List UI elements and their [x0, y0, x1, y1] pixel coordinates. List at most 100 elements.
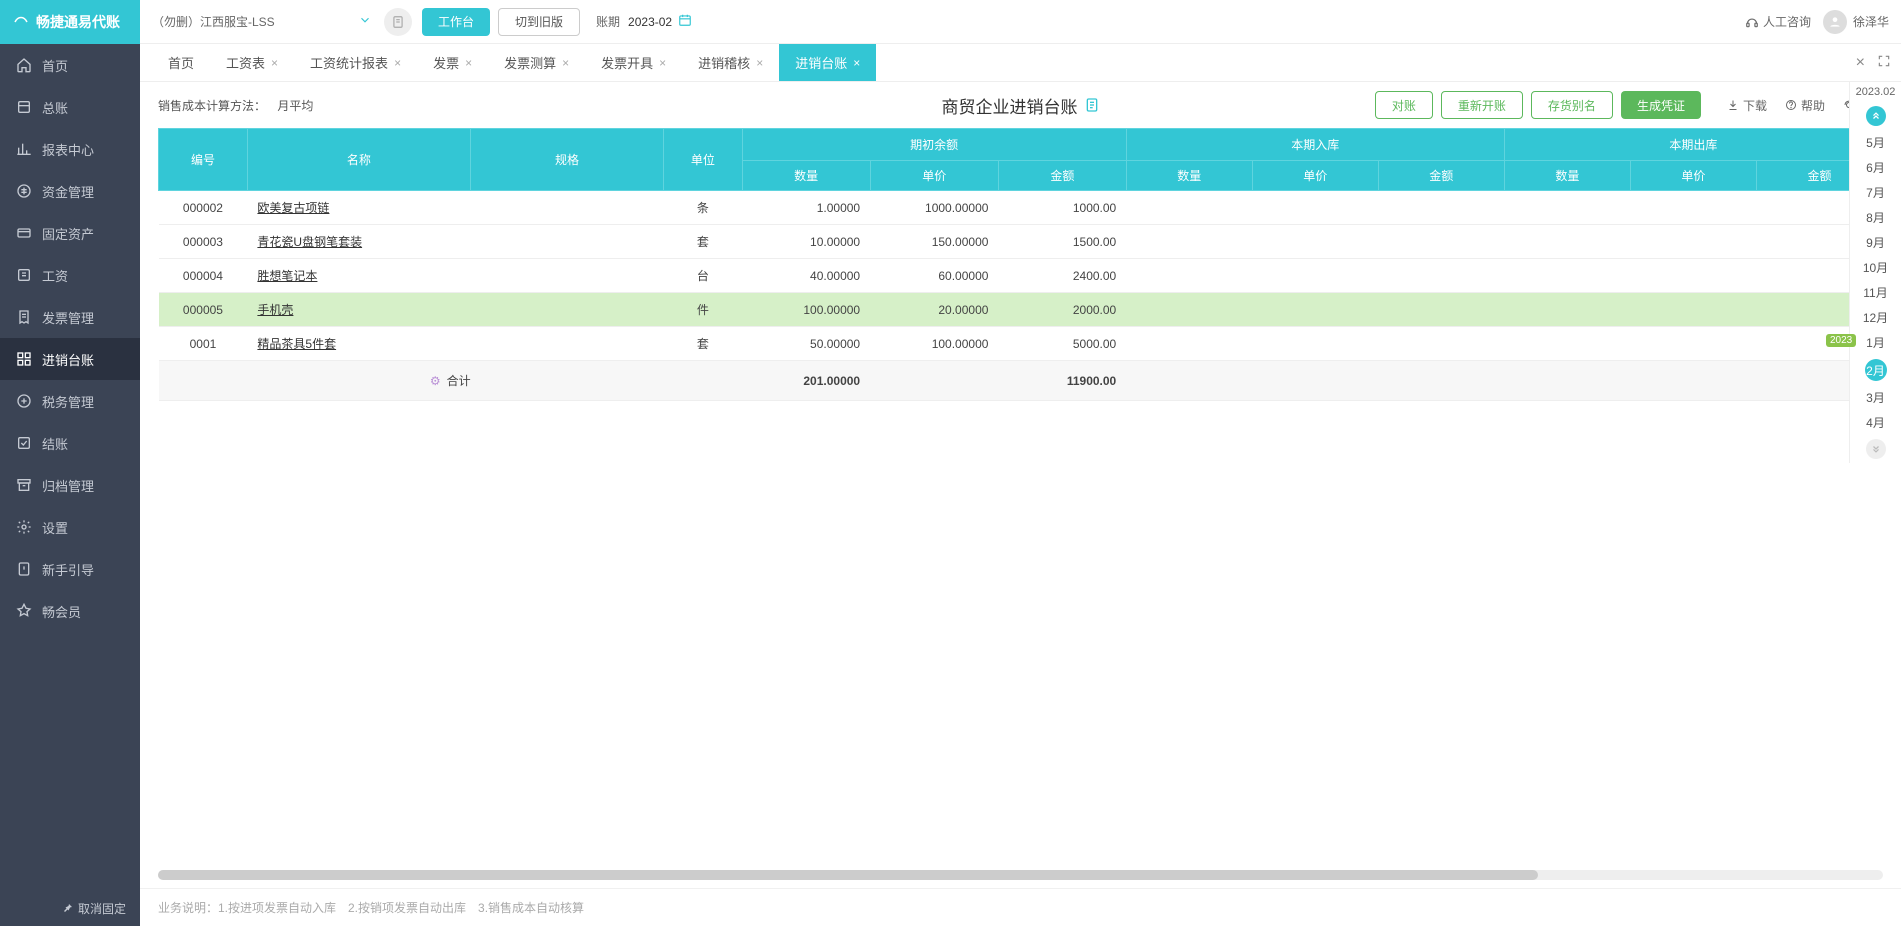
- download-link[interactable]: 下载: [1727, 97, 1767, 114]
- horizontal-scrollbar[interactable]: [158, 870, 1883, 880]
- month-label: 10月: [1863, 261, 1888, 275]
- sidebar-item-ledger[interactable]: 总账: [0, 86, 140, 128]
- sidebar-item-label: 新手引导: [42, 560, 94, 579]
- close-icon[interactable]: ×: [394, 56, 401, 70]
- tab-item[interactable]: 发票测算×: [488, 44, 585, 81]
- close-icon[interactable]: ×: [562, 56, 569, 70]
- sidebar-item-vip[interactable]: 畅会员: [0, 590, 140, 632]
- cell-unit: 条: [664, 191, 742, 225]
- cell-price: 20.00000: [870, 293, 998, 327]
- close-icon[interactable]: ×: [659, 56, 666, 70]
- sidebar-item-tax[interactable]: 税务管理: [0, 380, 140, 422]
- sidebar-item-close[interactable]: 结账: [0, 422, 140, 464]
- table-row[interactable]: 000004胜想笔记本台40.0000060.000002400.00: [159, 259, 1883, 293]
- sidebar-item-label: 归档管理: [42, 476, 94, 495]
- sidebar-item-report[interactable]: 报表中心: [0, 128, 140, 170]
- close-icon[interactable]: ×: [271, 56, 278, 70]
- month-label: 12月: [1863, 311, 1888, 325]
- month-item[interactable]: 9月: [1850, 230, 1901, 255]
- product-link[interactable]: 精品茶具5件套: [257, 337, 336, 351]
- sidebar-item-label: 总账: [42, 98, 68, 117]
- product-link[interactable]: 手机壳: [257, 303, 293, 317]
- tab-item[interactable]: 发票开具×: [585, 44, 682, 81]
- sidebar-item-fund[interactable]: 资金管理: [0, 170, 140, 212]
- cell-qty: 1.00000: [742, 191, 870, 225]
- month-down-button[interactable]: [1866, 439, 1886, 459]
- table-row[interactable]: 000002欧美复古项链条1.000001000.000001000.00: [159, 191, 1883, 225]
- sidebar-item-archive[interactable]: 归档管理: [0, 464, 140, 506]
- month-item[interactable]: 2月: [1850, 355, 1901, 385]
- month-label: 4月: [1866, 416, 1885, 430]
- sidebar: 畅捷通易代账 首页总账报表中心资金管理固定资产工资发票管理进销台账税务管理结账归…: [0, 0, 140, 926]
- voucher-button[interactable]: 生成凭证: [1621, 91, 1701, 119]
- table-row[interactable]: 000003青花瓷U盘钢笔套装套10.00000150.000001500.00: [159, 225, 1883, 259]
- reconcile-button[interactable]: 对账: [1375, 91, 1433, 119]
- month-item[interactable]: 7月: [1850, 180, 1901, 205]
- note-button[interactable]: [384, 8, 412, 36]
- table-row[interactable]: 0001精品茶具5件套套50.00000100.000005000.00: [159, 327, 1883, 361]
- table-row[interactable]: 000005手机壳件100.0000020.000002000.00: [159, 293, 1883, 327]
- sidebar-item-asset[interactable]: 固定资产: [0, 212, 140, 254]
- asset-icon: [16, 225, 32, 241]
- help-link[interactable]: 帮助: [1785, 97, 1825, 114]
- cell-amount: 2000.00: [998, 293, 1126, 327]
- topbar: （勿删）江西服宝-LSS 工作台 切到旧版 账期 2023-02 人工咨询: [140, 0, 1901, 44]
- tab-item[interactable]: 工资统计报表×: [294, 44, 417, 81]
- sidebar-item-salary[interactable]: 工资: [0, 254, 140, 296]
- sidebar-item-stock[interactable]: 进销台账: [0, 338, 140, 380]
- month-item[interactable]: 11月: [1850, 280, 1901, 305]
- month-item[interactable]: 8月: [1850, 205, 1901, 230]
- org-selector[interactable]: （勿删）江西服宝-LSS: [152, 13, 372, 30]
- archive-icon: [16, 477, 32, 493]
- product-link[interactable]: 青花瓷U盘钢笔套装: [257, 235, 362, 249]
- cell-price: 1000.00000: [870, 191, 998, 225]
- th-in: 本期入库: [1126, 129, 1504, 161]
- month-item[interactable]: 20231月: [1850, 330, 1901, 355]
- month-item[interactable]: 4月: [1850, 410, 1901, 435]
- month-item[interactable]: 10月: [1850, 255, 1901, 280]
- month-item[interactable]: 12月: [1850, 305, 1901, 330]
- fullscreen-button[interactable]: [1877, 54, 1891, 71]
- tab-item[interactable]: 进销稽核×: [682, 44, 779, 81]
- close-all-tabs-button[interactable]: ×: [1856, 54, 1865, 72]
- calendar-icon[interactable]: [678, 13, 692, 30]
- sidebar-item-label: 畅会员: [42, 602, 81, 621]
- month-up-button[interactable]: [1866, 106, 1886, 126]
- sidebar-item-setting[interactable]: 设置: [0, 506, 140, 548]
- workbench-button[interactable]: 工作台: [422, 8, 490, 36]
- tab-item[interactable]: 进销台账×: [779, 44, 876, 81]
- unpin-button[interactable]: 取消固定: [0, 890, 140, 926]
- user-avatar[interactable]: [1823, 10, 1847, 34]
- tab-item[interactable]: 工资表 ×: [210, 44, 294, 81]
- consult-link[interactable]: 人工咨询: [1745, 13, 1811, 30]
- sidebar-item-label: 固定资产: [42, 224, 94, 243]
- user-name[interactable]: 徐泽华: [1853, 13, 1889, 30]
- switch-version-button[interactable]: 切到旧版: [498, 8, 580, 36]
- month-item[interactable]: 3月: [1850, 385, 1901, 410]
- close-icon[interactable]: ×: [756, 56, 763, 70]
- cell-qty: 40.00000: [742, 259, 870, 293]
- product-link[interactable]: 欧美复古项链: [257, 201, 329, 215]
- sidebar-item-invoice[interactable]: 发票管理: [0, 296, 140, 338]
- close-icon[interactable]: ×: [465, 56, 472, 70]
- sidebar-item-home[interactable]: 首页: [0, 44, 140, 86]
- tab-item[interactable]: 发票×: [417, 44, 488, 81]
- th-name: 名称: [247, 129, 470, 191]
- tab-label: 工资表: [226, 53, 265, 72]
- cell-id: 000002: [159, 191, 248, 225]
- brand-logo: 畅捷通易代账: [0, 0, 140, 44]
- cell-amount: 2400.00: [998, 259, 1126, 293]
- reopen-button[interactable]: 重新开账: [1441, 91, 1523, 119]
- sidebar-item-guide[interactable]: 新手引导: [0, 548, 140, 590]
- cell-price: 150.00000: [870, 225, 998, 259]
- report-icon: [16, 141, 32, 157]
- gear-icon[interactable]: ⚙: [430, 374, 441, 388]
- alias-button[interactable]: 存货别名: [1531, 91, 1613, 119]
- month-item[interactable]: 5月: [1850, 130, 1901, 155]
- close-icon[interactable]: ×: [853, 56, 860, 70]
- sidebar-item-label: 结账: [42, 434, 68, 453]
- product-link[interactable]: 胜想笔记本: [257, 269, 317, 283]
- month-item[interactable]: 6月: [1850, 155, 1901, 180]
- tab-item[interactable]: 首页: [152, 44, 210, 81]
- cell-amount: 1500.00: [998, 225, 1126, 259]
